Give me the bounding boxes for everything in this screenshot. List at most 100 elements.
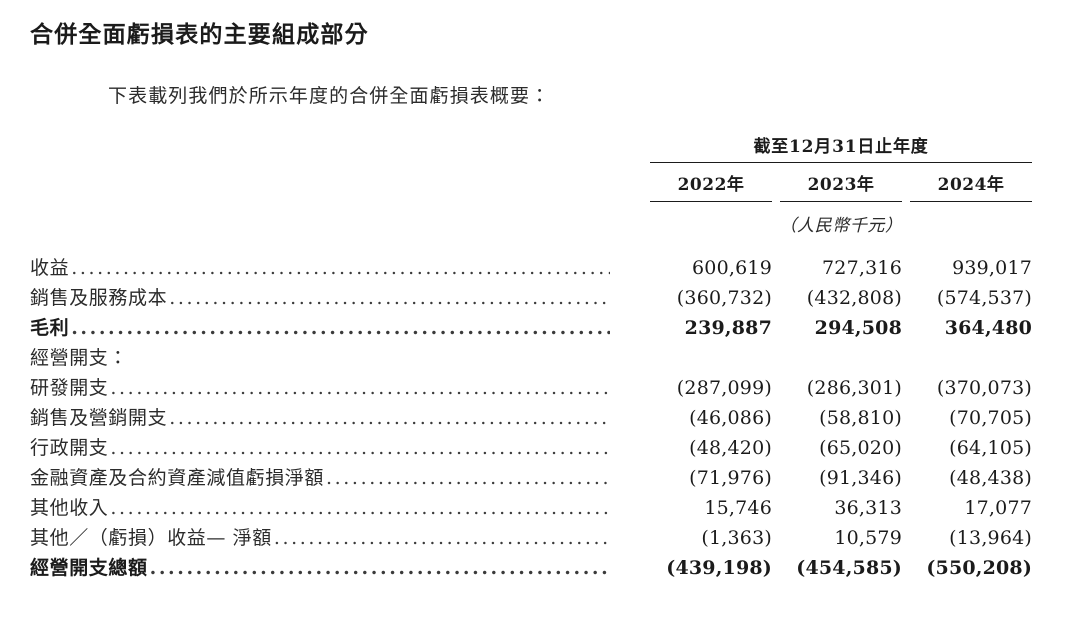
table-row: 研發開支....................................…: [30, 373, 1032, 403]
row-label-cell: 金融資產及合約資產減值虧損淨額.........................…: [30, 463, 650, 493]
column-gap: [772, 433, 780, 463]
row-leader-dots: ........................................…: [326, 467, 610, 486]
row-value-2024年: (550,208): [926, 557, 1033, 579]
row-label-text: 經營開支：: [30, 347, 129, 369]
row-label-cell: 毛利......................................…: [30, 313, 650, 343]
row-leader-dots: ........................................…: [110, 377, 610, 396]
currency-unit-label: （人民幣千元）: [779, 216, 903, 236]
column-header-2024: 2024年: [937, 175, 1005, 195]
column-gap: [902, 493, 910, 523]
unit-empty-cell: [30, 202, 650, 242]
row-leader-dots: ........................................…: [273, 527, 610, 546]
table-row: 行政開支....................................…: [30, 433, 1032, 463]
row-value-2023年: (286,301): [806, 377, 902, 399]
column-gap: [902, 373, 910, 403]
row-value-2022年: (71,976): [689, 467, 772, 489]
year-rule-2024: [910, 201, 1033, 202]
header-empty-cell: [30, 132, 650, 162]
row-label-inner: 行政開支....................................…: [30, 433, 610, 460]
row-leader-dots: ........................................…: [149, 557, 610, 576]
column-gap: [902, 523, 910, 553]
row-leader-dots: ........................................…: [110, 497, 610, 516]
row-label-cell: 經營開支總額..................................…: [30, 553, 650, 583]
row-value-2022年: 239,887: [684, 317, 772, 339]
row-label-text: 研發開支: [30, 377, 109, 399]
row-value-2022年: (46,086): [689, 407, 772, 429]
column-gap: [772, 523, 780, 553]
row-label-cell: 行政開支....................................…: [30, 433, 650, 463]
row-value-2023年: 727,316: [822, 257, 902, 279]
row-value-2022年: (48,420): [689, 437, 772, 459]
column-gap: [772, 493, 780, 523]
column-header-2022: 2022年: [677, 175, 745, 195]
table-row: 銷售及營銷開支.................................…: [30, 403, 1032, 433]
year-rule-2023: [780, 201, 902, 202]
spacer-cell: [30, 242, 1032, 253]
header-span-row: 截至12月31日止年度: [30, 132, 1032, 162]
row-value-2023年: 10,579: [834, 527, 902, 549]
table-row: 金融資產及合約資產減值虧損淨額.........................…: [30, 463, 1032, 493]
header-top-rule-cell: [650, 162, 1033, 163]
year-gap-1: [772, 163, 780, 201]
column-gap: [902, 343, 910, 373]
table-row: 收益......................................…: [30, 253, 1032, 283]
row-label-cell: 研發開支....................................…: [30, 373, 650, 403]
row-label-cell: 其他／（虧損）收益— 淨額...........................…: [30, 523, 650, 553]
row-value-2022年: (360,732): [676, 287, 772, 309]
row-value-2024年: (64,105): [949, 437, 1033, 459]
row-label-inner: 經營開支：...................................…: [30, 343, 610, 370]
year-gap-2: [902, 163, 910, 201]
column-gap: [772, 313, 780, 343]
row-value-2024年: 939,017: [952, 257, 1033, 279]
row-leader-dots: ........................................…: [169, 407, 610, 426]
intro-paragraph: 下表載列我們於所示年度的合併全面虧損表概要：: [108, 85, 551, 107]
row-leader-dots: ........................................…: [169, 287, 610, 306]
row-label-inner: 經營開支總額..................................…: [30, 553, 610, 580]
row-leader-dots: ........................................…: [110, 437, 610, 456]
row-label-inner: 其他／（虧損）收益— 淨額...........................…: [30, 523, 610, 550]
row-value-2024年: (13,964): [949, 527, 1033, 549]
row-value-2022年: [650, 343, 772, 373]
year-rule-2022-cell: [650, 201, 772, 202]
row-value-2022年: (1,363): [701, 527, 772, 549]
row-label-inner: 收益......................................…: [30, 253, 610, 280]
row-label-text: 經營開支總額: [30, 557, 148, 579]
row-value-2022年: 600,619: [692, 257, 772, 279]
row-label-inner: 金融資產及合約資產減值虧損淨額.........................…: [30, 463, 610, 490]
statement-table: 截至12月31日止年度 2022年 2023年 2024年: [30, 132, 1033, 583]
table-row: 經營開支總額..................................…: [30, 553, 1032, 583]
column-gap: [772, 253, 780, 283]
row-value-2024年: (574,537): [936, 287, 1033, 309]
row-value-2022年: (287,099): [676, 377, 772, 399]
table-body: 收益......................................…: [30, 242, 1032, 583]
column-gap: [772, 283, 780, 313]
row-label-cell: 銷售及營銷開支.................................…: [30, 403, 650, 433]
header-year-rule-row: [30, 201, 1033, 202]
row-label-text: 行政開支: [30, 437, 109, 459]
financial-statement-table: 截至12月31日止年度 2022年 2023年 2024年: [30, 132, 1050, 583]
header-period-label: 截至12月31日止年度: [753, 137, 929, 157]
table-row: 經營開支：...................................…: [30, 343, 1032, 373]
table-header: 截至12月31日止年度 2022年 2023年 2024年: [30, 132, 1033, 242]
row-label-cell: 經營開支：...................................…: [30, 343, 650, 373]
header-year-row: 2022年 2023年 2024年: [30, 163, 1032, 201]
header-top-rule: [650, 162, 1033, 163]
year-rule-2022: [650, 201, 772, 202]
row-value-2023年: (454,585): [796, 557, 902, 579]
row-value-2024年: 364,480: [944, 317, 1033, 339]
header-unit-row: （人民幣千元）: [30, 202, 1032, 242]
row-label-text: 金融資產及合約資產減值虧損淨額: [30, 467, 325, 489]
column-gap: [902, 253, 910, 283]
row-label-text: 其他／（虧損）收益— 淨額: [30, 527, 272, 549]
table-row: 其他收入....................................…: [30, 493, 1032, 523]
column-gap: [902, 463, 910, 493]
table-row: 毛利......................................…: [30, 313, 1032, 343]
year-rule-2024-cell: [910, 201, 1033, 202]
row-value-2024年: [910, 343, 1032, 373]
column-gap: [902, 403, 910, 433]
body-top-spacer: [30, 242, 1032, 253]
row-label-cell: 其他收入....................................…: [30, 493, 650, 523]
row-label-inner: 毛利......................................…: [30, 313, 610, 340]
column-gap: [772, 373, 780, 403]
column-gap: [902, 553, 910, 583]
